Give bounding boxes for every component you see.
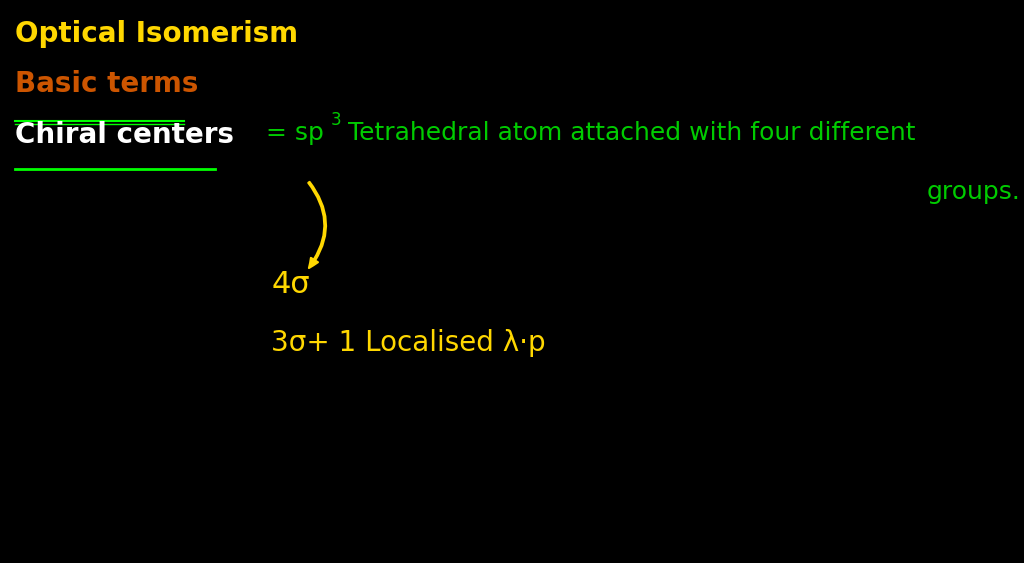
Text: 3: 3 bbox=[331, 111, 341, 129]
FancyArrowPatch shape bbox=[308, 182, 326, 268]
Text: 4σ: 4σ bbox=[271, 270, 310, 300]
Text: = sp: = sp bbox=[266, 121, 325, 145]
Text: Optical Isomerism: Optical Isomerism bbox=[15, 20, 298, 48]
Text: 3σ+ 1 Localised λ·p: 3σ+ 1 Localised λ·p bbox=[271, 329, 546, 358]
Text: groups.: groups. bbox=[927, 180, 1021, 204]
Text: Tetrahedral atom attached with four different: Tetrahedral atom attached with four diff… bbox=[340, 121, 915, 145]
Text: Basic terms: Basic terms bbox=[15, 70, 199, 99]
Text: Chiral centers: Chiral centers bbox=[15, 121, 234, 149]
